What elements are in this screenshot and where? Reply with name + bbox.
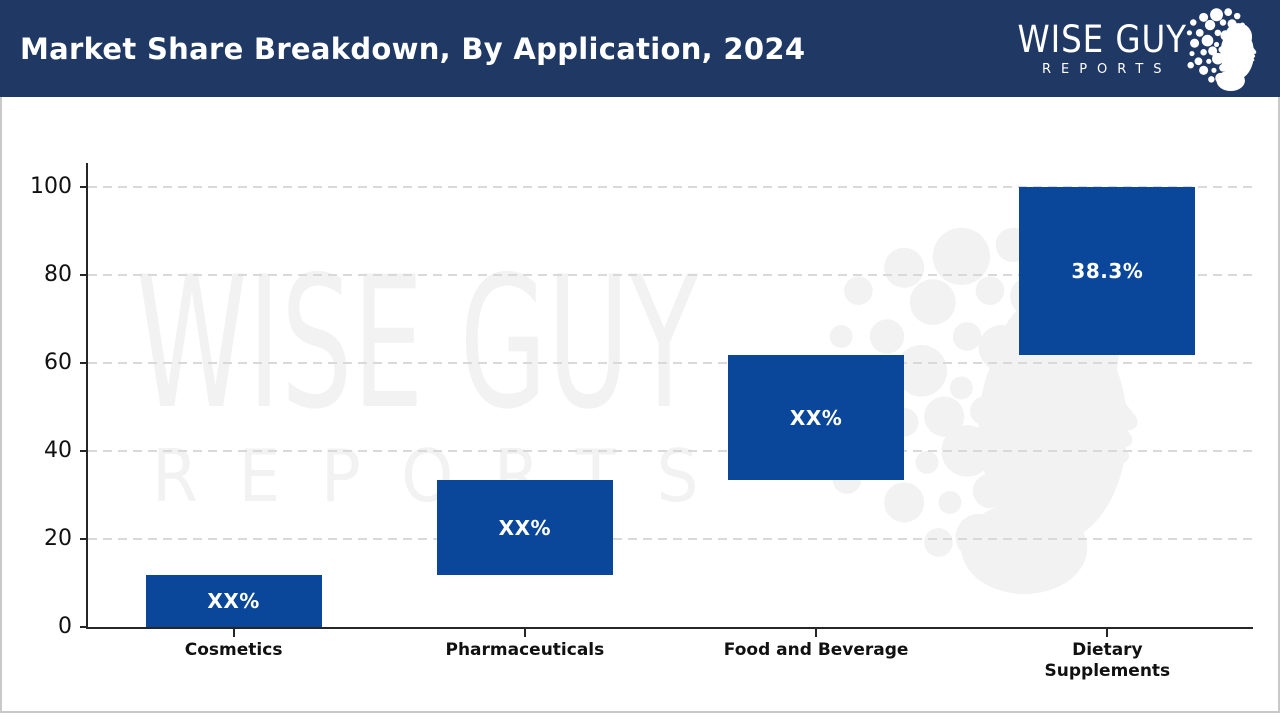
y-tick-label-20: 20 xyxy=(44,525,72,551)
x-tick-label-2: Pharmaceuticals xyxy=(445,640,605,660)
bar-label: XX% xyxy=(207,589,260,613)
bar-label: 38.3% xyxy=(1071,258,1144,283)
x-tickmark-4 xyxy=(1106,629,1109,637)
x-tick-label-3: Food and Beverage xyxy=(723,640,909,660)
brand-logo: WISE GUY REPORTS xyxy=(1006,7,1262,91)
brand-name: WISE GUY xyxy=(1017,17,1187,61)
x-tickmark-2 xyxy=(523,629,526,637)
y-tickmark-0 xyxy=(80,626,88,628)
bar-label: XX% xyxy=(498,515,552,540)
brand-logo-text: WISE GUY REPORTS xyxy=(1006,21,1198,77)
x-tickmark-3 xyxy=(815,629,818,637)
x-axis-line xyxy=(86,627,1253,629)
y-tick-label-40: 40 xyxy=(44,437,72,463)
y-tick-label-60: 60 xyxy=(44,349,72,375)
bar-cosmetics: XX% xyxy=(145,575,322,627)
gridline-60 xyxy=(88,361,1257,364)
bar-food-and-beverage: XX% xyxy=(728,355,905,481)
y-tickmark-20 xyxy=(80,537,88,540)
x-tick-label-1: Cosmetics xyxy=(184,640,283,660)
y-tick-label-80: 80 xyxy=(44,261,72,287)
page-title: Market Share Breakdown, By Application, … xyxy=(20,31,806,66)
x-tickmark-1 xyxy=(232,629,235,637)
header-bar: Market Share Breakdown, By Application, … xyxy=(0,0,1280,97)
y-tick-label-0: 0 xyxy=(58,614,72,639)
y-tickmark-100 xyxy=(80,185,88,188)
y-tickmark-60 xyxy=(80,361,88,364)
bar-label: XX% xyxy=(789,405,843,430)
y-tick-label-100: 100 xyxy=(30,173,72,199)
bar-dietary-supplements: 38.3% xyxy=(1019,186,1196,356)
bar-pharmaceuticals: XX% xyxy=(436,480,613,576)
gridline-80 xyxy=(88,273,1257,276)
x-tick-label-4: Dietary Supplements xyxy=(1044,640,1171,681)
y-tickmark-40 xyxy=(80,449,88,452)
y-axis-line xyxy=(86,163,88,629)
brand-subtitle: REPORTS xyxy=(1041,61,1172,77)
y-tickmark-80 xyxy=(80,273,88,276)
gridline-20 xyxy=(88,537,1257,540)
gridline-100 xyxy=(88,185,1257,188)
gridline-40 xyxy=(88,449,1257,452)
